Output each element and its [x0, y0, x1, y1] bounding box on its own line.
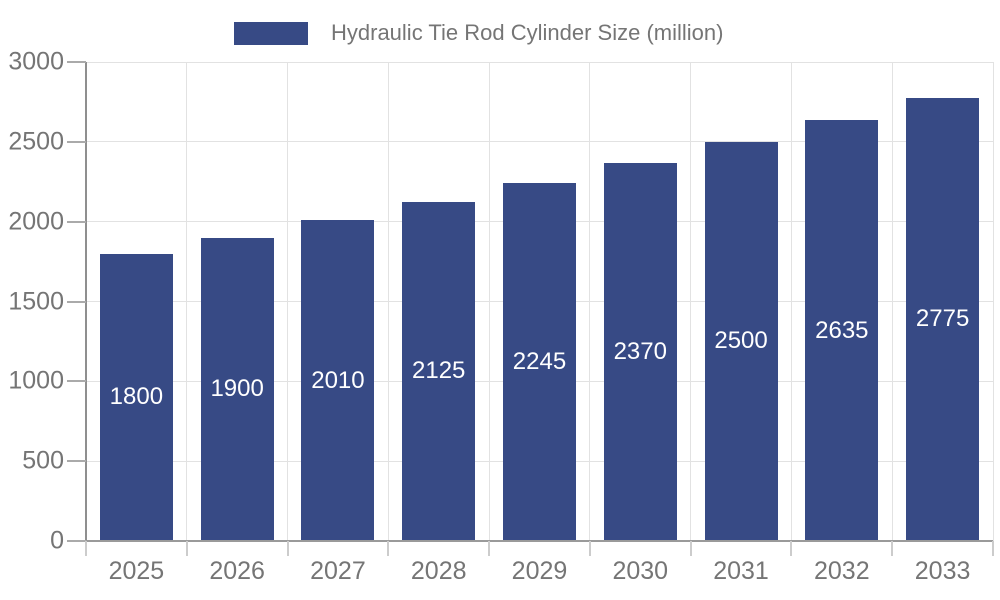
gridline-vertical [589, 62, 591, 541]
y-axis-tick-label: 0 [50, 526, 64, 555]
gridline-vertical [992, 62, 994, 541]
bar-2032: 2635 [805, 120, 879, 541]
x-axis-tick-label-2029: 2029 [511, 557, 568, 585]
y-axis-tick-mark [67, 61, 86, 63]
x-axis-tick-label-2032: 2032 [814, 557, 870, 585]
legend-item[interactable]: Hydraulic Tie Rod Cylinder Size (million… [234, 20, 723, 46]
gridline-vertical [287, 62, 289, 541]
bar-2027: 2010 [301, 220, 375, 541]
x-axis-tick-label-2030: 2030 [612, 557, 669, 585]
gridline-horizontal [86, 141, 993, 143]
x-axis-tick-mark [588, 541, 591, 556]
y-axis-tick-label: 2000 [8, 207, 64, 236]
bar-value-label: 1800 [109, 383, 164, 411]
x-axis-tick-label-2025: 2025 [108, 557, 165, 585]
bar-value-label: 1900 [210, 375, 264, 403]
y-axis-tick-label: 1500 [8, 287, 64, 315]
x-axis-tick-mark [286, 541, 289, 556]
gridline-horizontal [86, 61, 993, 63]
x-axis-tick-label-2026: 2026 [209, 557, 265, 585]
bar-value-label: 2635 [815, 316, 869, 344]
x-axis-tick-mark [891, 541, 894, 556]
legend-swatch [234, 21, 308, 45]
y-axis-tick-mark [67, 220, 86, 223]
x-axis-tick-mark [689, 541, 692, 556]
bar-value-label: 2245 [512, 347, 567, 375]
y-axis-tick-label: 2500 [8, 127, 64, 156]
x-axis-tick-label-2033: 2033 [914, 557, 971, 585]
y-axis-tick-label: 1000 [8, 366, 64, 395]
x-axis-tick-mark [185, 541, 188, 556]
y-axis-tick-mark [67, 140, 86, 143]
y-axis-tick-mark [67, 300, 86, 303]
legend-label: Hydraulic Tie Rod Cylinder Size (million… [331, 20, 724, 45]
gridline-vertical [387, 62, 389, 541]
bar-value-label: 2125 [412, 357, 466, 385]
gridline-vertical [790, 62, 792, 541]
y-axis-tick-mark [67, 460, 86, 463]
bar-2028: 2125 [402, 201, 476, 541]
bar-value-label: 2370 [613, 337, 667, 365]
y-axis-tick-label: 500 [22, 446, 64, 475]
x-axis-tick-mark [992, 541, 994, 556]
bar-value-label: 2010 [311, 366, 365, 394]
x-axis-line [85, 540, 993, 542]
y-axis-tick-mark [67, 380, 86, 383]
gridline-vertical [891, 62, 893, 541]
bar-2031: 2500 [704, 141, 778, 541]
x-axis-tick-label-2027: 2027 [310, 557, 366, 585]
y-axis-tick-label: 3000 [8, 47, 64, 76]
x-axis-tick-mark [387, 541, 390, 556]
bar-2026: 1900 [200, 237, 274, 541]
x-axis-tick-label-2031: 2031 [713, 557, 769, 585]
bar-2029: 2245 [503, 182, 576, 541]
gridline-vertical [690, 62, 692, 541]
gridline-vertical [186, 62, 188, 541]
bar-2033: 2775 [906, 97, 980, 541]
x-axis-tick-mark [790, 541, 793, 556]
x-axis-tick-mark [488, 541, 491, 556]
bar-value-label: 2775 [915, 305, 970, 333]
x-axis-tick-label-2028: 2028 [410, 557, 467, 585]
y-axis-line [85, 62, 87, 542]
y-axis-tick-mark [67, 540, 86, 542]
bar-value-label: 2500 [714, 327, 768, 355]
bar-2025: 1800 [99, 253, 173, 541]
plot-area: 1800 1900 2010 2125 2245 2370 2500 2635 2775 [86, 61, 994, 541]
bar-2030: 2370 [603, 162, 677, 541]
x-axis-tick-mark [85, 541, 87, 556]
gridline-vertical [488, 62, 490, 541]
